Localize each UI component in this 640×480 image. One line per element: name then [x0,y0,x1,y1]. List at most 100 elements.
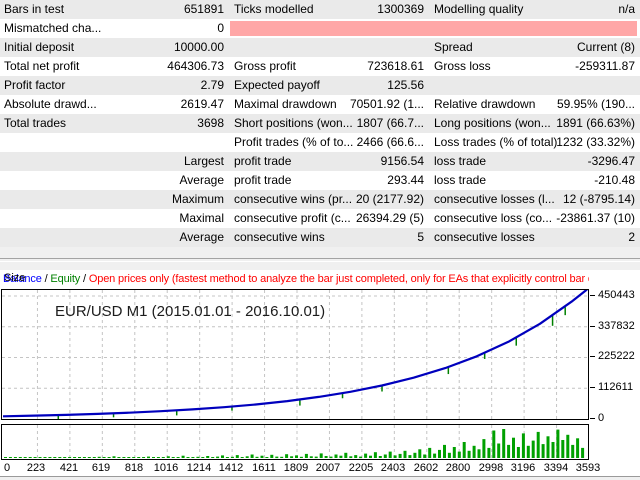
table-row[interactable]: Total net profit 464306.73 Gross profit 723… [0,57,640,76]
x-axis-label: 619 [91,462,111,474]
legend-item: Open prices only (fastest method to anal… [88,273,589,285]
row-label: Mismatched cha... [4,21,102,35]
row-value: 1891 (66.63%) [556,116,635,130]
table-row[interactable]: Average profit trade 293.44 loss trade -210.… [0,171,640,190]
table-row[interactable]: Maximal consecutive profit (c... 26394.29 … [0,209,640,228]
table-row[interactable]: Mismatched cha... 0 [0,19,640,38]
row-label: Short positions (won... [234,116,353,130]
x-axis-label: 1611 [252,462,276,474]
chart-section: Balance / Equity / Open prices only (fas… [0,270,640,476]
row-label: Initial deposit [4,40,75,54]
row-value: Current (8) [576,40,635,54]
row-value: -259311.87 [575,59,635,73]
row-value: 723618.61 [367,59,424,73]
row-label: consecutive losses (l... [434,192,555,206]
table-row[interactable]: Absolute drawd... 2619.47 Maximal drawdown… [0,95,640,114]
row-label: Total trades [4,116,67,130]
row-label [4,209,148,228]
row-label: Long positions (won... [434,116,551,130]
x-axis-label: 0 [4,462,11,474]
row-label: Spread [434,40,473,54]
row-label: Absolute drawd... [4,97,97,111]
x-axis-label: 1412 [218,462,244,474]
size-label: Size [4,272,26,284]
y-axis-label: 225222 [598,350,635,362]
row-value: 2.79 [200,78,224,92]
row-label: Bars in test [4,2,65,16]
row-value [328,38,424,57]
table-row[interactable]: Bars in test 651891 Ticks modelled 1300369 M… [0,0,640,19]
x-axis-labels: 0 223 421 619 818 1016 1214 1412 1611 1809 2007 220… [0,462,640,476]
row-label: Ticks modelled [234,2,314,16]
size-histogram-panel [1,424,590,460]
legend-item: Balance [3,273,42,285]
row-label: consecutive wins (pr... [234,192,353,206]
row-label: Modelling quality [434,2,524,16]
row-value [148,133,224,152]
row-value: 10000.00 [173,40,224,54]
row-label: Profit factor [4,78,66,92]
x-axis-label: 3196 [510,462,536,474]
row-label [4,133,148,152]
row-value: 1232 (33.32%) [556,135,635,149]
chart-title: EUR/USD M1 (2015.01.01 - 2016.10.01) [55,303,326,320]
row-value: 59.95% (190... [556,97,635,111]
row-label: Maximal drawdown [234,97,337,111]
separator [0,258,640,262]
x-axis-label: 2800 [445,462,471,474]
y-tick-mark [590,418,595,419]
x-axis-label: 3394 [543,462,569,474]
row-value: Average [179,173,224,187]
row-value [526,19,635,38]
row-label: Expected payoff [234,78,320,92]
table-row[interactable]: Profit trades (% of to... 2466 (66.6... Lo… [0,133,640,152]
table-row[interactable]: Average consecutive wins 5 consecutive loss… [0,228,640,247]
row-value: 464306.73 [167,59,224,73]
x-axis-label: 1809 [283,462,309,474]
table-row[interactable]: Initial deposit 10000.00 Spread Current (8) [0,38,640,57]
row-label: Profit trades (% of to... [234,135,354,149]
row-label: loss trade [434,154,487,168]
row-label: Gross profit [234,59,297,73]
table-row[interactable]: Largest profit trade 9156.54 loss trade -329… [0,152,640,171]
x-axis-label: 818 [124,462,144,474]
x-axis-label: 1214 [186,462,212,474]
y-axis-label: 0 [598,412,605,424]
row-label: loss trade [434,173,487,187]
y-tick-mark [590,326,595,327]
row-value [526,76,635,95]
row-label [4,228,148,247]
row-label: consecutive loss (co... [434,211,553,225]
row-value: 2466 (66.6... [356,135,424,149]
row-label: consecutive wins [234,230,325,244]
y-axis-label: 450443 [598,289,635,301]
row-label: Gross loss [434,59,491,73]
row-value: 20 (2177.92) [355,192,424,206]
row-value: Maximum [171,192,224,206]
row-value: Largest [183,154,224,168]
row-value: 2 [628,230,635,244]
results-table: Bars in test 651891 Ticks modelled 1300369 M… [0,0,640,247]
row-value [328,19,424,38]
row-label: Loss trades (% of total) [434,135,558,149]
row-value: 5 [417,230,424,244]
row-label: profit trade [234,154,292,168]
error-highlight-bar [230,21,637,36]
row-label: profit trade [234,173,292,187]
y-tick-mark [590,356,595,357]
table-row[interactable]: Total trades 3698 Short positions (won... 1… [0,114,640,133]
table-row[interactable]: Maximum consecutive wins (pr... 20 (2177.9… [0,190,640,209]
table-row[interactable]: Profit factor 2.79 Expected payoff 125.56 [0,76,640,95]
row-value: -3296.47 [587,154,635,168]
x-axis-label: 2403 [380,462,406,474]
row-value: 293.44 [387,173,424,187]
row-label: consecutive profit (c... [234,211,351,225]
chart-legend: Balance / Equity / Open prices only (fas… [3,273,589,287]
row-value: 1300369 [377,2,424,16]
x-axis-label: 3593 [575,462,601,474]
y-tick-mark [590,295,595,296]
row-value: 26394.29 (5) [355,211,424,225]
row-label [4,190,148,209]
row-value: Maximal [179,211,224,225]
